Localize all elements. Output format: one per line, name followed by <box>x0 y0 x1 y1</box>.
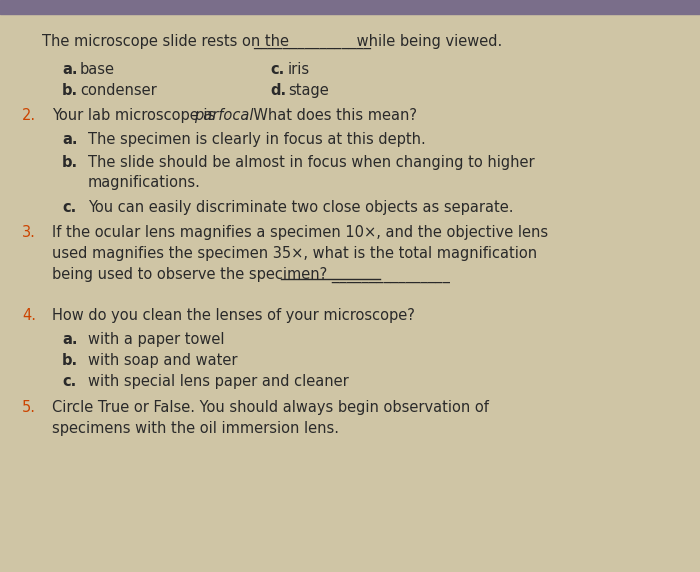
Text: d.: d. <box>270 83 286 98</box>
Text: a.: a. <box>62 332 78 347</box>
Text: 4.: 4. <box>22 308 36 323</box>
Text: b.: b. <box>62 155 78 170</box>
Text: stage: stage <box>288 83 329 98</box>
Text: specimens with the oil immersion lens.: specimens with the oil immersion lens. <box>52 421 339 436</box>
Text: The microscope slide rests on the: The microscope slide rests on the <box>42 34 293 49</box>
Text: with a paper towel: with a paper towel <box>88 332 225 347</box>
Text: magnifications.: magnifications. <box>88 175 201 190</box>
Text: c.: c. <box>62 374 76 389</box>
Text: with soap and water: with soap and water <box>88 353 237 368</box>
Text: Your lab microscope is: Your lab microscope is <box>52 108 220 123</box>
Text: ________________: ________________ <box>253 34 370 49</box>
Text: The specimen is clearly in focus at this depth.: The specimen is clearly in focus at this… <box>88 132 426 147</box>
Bar <box>0 0 700 14</box>
Text: b.: b. <box>62 353 78 368</box>
Text: . What does this mean?: . What does this mean? <box>244 108 417 123</box>
Text: being used to observe the specimen? ________________: being used to observe the specimen? ____… <box>52 267 450 283</box>
Text: while being viewed.: while being viewed. <box>351 34 502 49</box>
Text: a.: a. <box>62 132 78 147</box>
Text: How do you clean the lenses of your microscope?: How do you clean the lenses of your micr… <box>52 308 415 323</box>
Text: 5.: 5. <box>22 400 36 415</box>
Text: The slide should be almost in focus when changing to higher: The slide should be almost in focus when… <box>88 155 535 170</box>
Text: b.: b. <box>62 83 78 98</box>
Text: with special lens paper and cleaner: with special lens paper and cleaner <box>88 374 349 389</box>
Text: parfocal: parfocal <box>195 108 254 123</box>
Text: c.: c. <box>62 200 76 215</box>
Text: You can easily discriminate two close objects as separate.: You can easily discriminate two close ob… <box>88 200 514 215</box>
Text: c.: c. <box>270 62 284 77</box>
Text: Circle True or False. You should always begin observation of: Circle True or False. You should always … <box>52 400 489 415</box>
Text: 2.: 2. <box>22 108 36 123</box>
Text: If the ocular lens magnifies a specimen 10×, and the objective lens: If the ocular lens magnifies a specimen … <box>52 225 548 240</box>
Text: a.: a. <box>62 62 78 77</box>
Text: 3.: 3. <box>22 225 36 240</box>
Text: iris: iris <box>288 62 310 77</box>
Text: base: base <box>80 62 115 77</box>
Text: used magnifies the specimen 35×, what is the total magnification: used magnifies the specimen 35×, what is… <box>52 246 537 261</box>
Text: condenser: condenser <box>80 83 157 98</box>
